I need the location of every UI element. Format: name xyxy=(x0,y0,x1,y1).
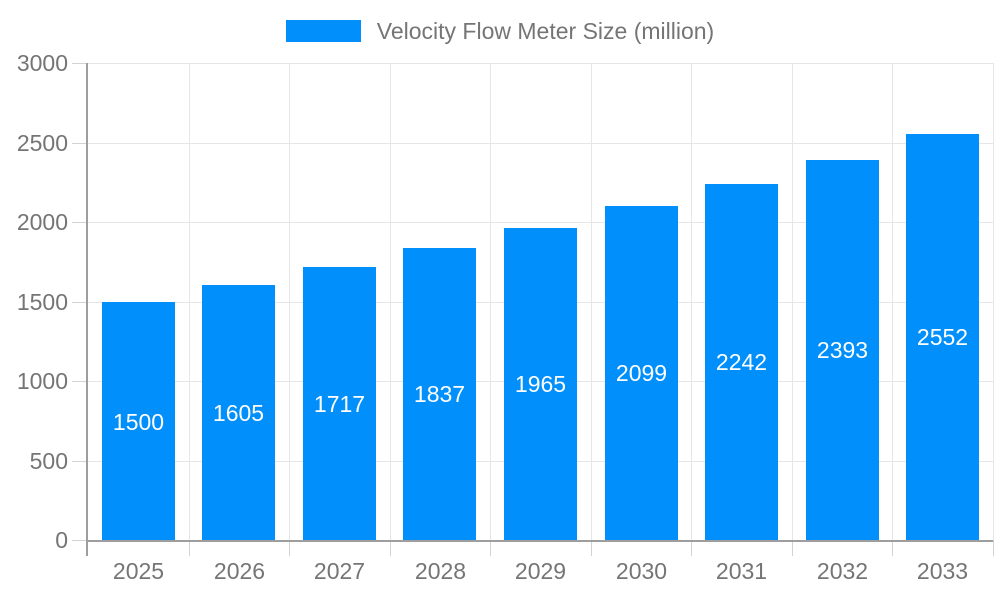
x-tick-mark xyxy=(390,540,391,556)
y-axis-label: 3000 xyxy=(16,50,68,76)
gridline-v xyxy=(792,63,793,540)
y-axis-label: 1000 xyxy=(16,368,68,394)
gridline-v xyxy=(892,63,893,540)
bar-value-label: 2552 xyxy=(916,324,969,350)
y-axis-label: 500 xyxy=(29,448,68,474)
gridline-v xyxy=(390,63,391,540)
y-tick-mark xyxy=(72,381,88,382)
y-axis-label: 0 xyxy=(55,527,68,553)
y-tick-mark xyxy=(72,63,88,64)
x-tick-mark xyxy=(591,540,592,556)
x-tick-mark xyxy=(189,540,190,556)
legend[interactable]: Velocity Flow Meter Size (million) xyxy=(0,17,1000,45)
x-tick-mark xyxy=(792,540,793,556)
gridline-v xyxy=(189,63,190,540)
bar-2027: 1717 xyxy=(303,267,376,540)
y-tick-mark xyxy=(72,222,88,223)
bar-2026: 1605 xyxy=(202,285,275,540)
legend-swatch xyxy=(285,20,361,42)
bar-value-label: 1500 xyxy=(112,408,165,435)
gridline-v xyxy=(289,63,290,540)
x-axis-label: 2029 xyxy=(514,558,567,584)
gridline-v xyxy=(691,63,692,540)
gridline-v xyxy=(591,63,592,540)
gridline-v xyxy=(993,63,994,540)
y-axis-label: 1500 xyxy=(16,289,68,315)
bar-value-label: 1837 xyxy=(413,381,466,407)
x-axis-label: 2030 xyxy=(615,558,668,584)
gridline-h xyxy=(88,222,993,223)
bar-2030: 2099 xyxy=(605,206,678,540)
x-tick-mark xyxy=(289,540,290,556)
x-axis-label: 2026 xyxy=(213,558,266,584)
x-axis-label: 2028 xyxy=(414,558,467,584)
bar-2032: 2393 xyxy=(806,160,879,540)
y-tick-mark xyxy=(72,302,88,303)
x-tick-mark xyxy=(993,540,994,556)
y-tick-mark xyxy=(72,143,88,144)
bar-value-label: 2393 xyxy=(816,337,869,363)
y-axis-label: 2000 xyxy=(16,209,68,235)
x-axis-label: 2025 xyxy=(112,558,165,584)
bar-value-label: 1605 xyxy=(212,399,265,426)
bar-2028: 1837 xyxy=(403,248,476,540)
bar-value-label: 2099 xyxy=(615,360,668,386)
bar-2025: 1500 xyxy=(102,302,175,541)
x-axis-line xyxy=(88,540,993,542)
gridline-h xyxy=(88,143,993,144)
legend-label: Velocity Flow Meter Size (million) xyxy=(376,18,715,44)
y-axis-line xyxy=(86,63,88,556)
bar-2029: 1965 xyxy=(504,228,577,540)
bar-2031: 2242 xyxy=(705,184,778,540)
x-axis-label: 2032 xyxy=(816,558,869,584)
gridline-h xyxy=(88,63,993,64)
gridline-v xyxy=(490,63,491,540)
bar-value-label: 2242 xyxy=(715,349,768,375)
x-tick-mark xyxy=(490,540,491,556)
bar-2033: 2552 xyxy=(906,134,979,540)
y-tick-mark xyxy=(72,461,88,462)
y-axis-label: 2500 xyxy=(16,130,68,156)
bar-value-label: 1717 xyxy=(313,390,366,417)
x-tick-mark xyxy=(691,540,692,556)
x-tick-mark xyxy=(892,540,893,556)
y-tick-mark xyxy=(72,540,88,541)
x-axis-label: 2027 xyxy=(313,558,366,584)
x-axis-label: 2031 xyxy=(715,558,768,584)
bar-value-label: 1965 xyxy=(514,371,567,397)
x-axis-label: 2033 xyxy=(916,558,969,584)
